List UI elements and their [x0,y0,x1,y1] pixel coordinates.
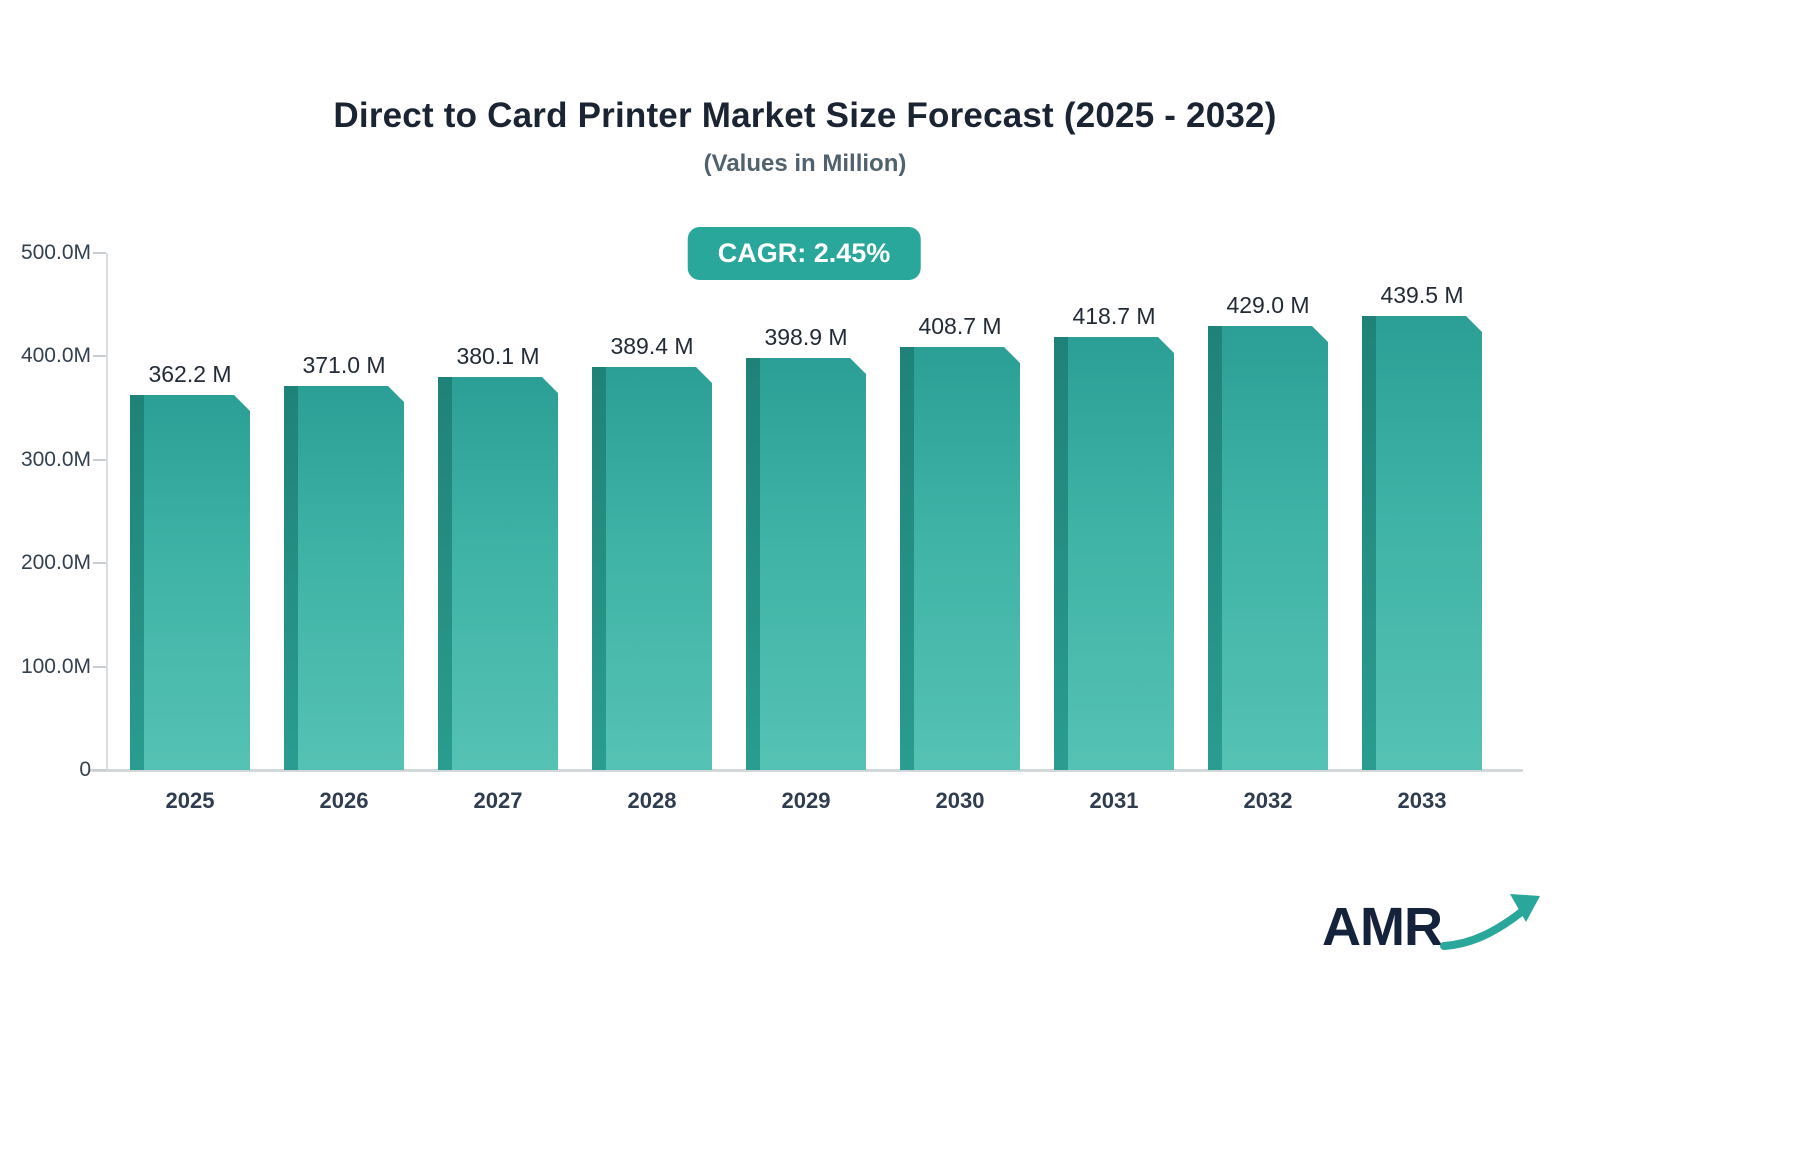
x-tick-label: 2029 [781,788,831,813]
bar-front-face [298,386,404,770]
y-tick-mark [93,769,106,771]
bar-front-face [1376,316,1482,770]
bar-side-face [1362,316,1376,770]
bar: 371.0 M [284,352,404,770]
bar-side-face [592,367,606,770]
bar-front-face [1222,326,1328,770]
bar-value-label: 398.9 M [764,324,848,350]
bar: 389.4 M [592,333,712,770]
bar-value-label: 408.7 M [918,313,1002,339]
amr-logo-text: AMR [1322,897,1443,957]
logo-arrow-icon [1440,894,1540,950]
bar-value-label: 429.0 M [1226,292,1310,318]
y-tick-mark [93,355,106,358]
y-tick-label: 200.0M [20,551,91,575]
bar: 398.9 M [746,324,866,770]
x-tick-label: 2030 [935,788,985,813]
bar-side-face [1054,337,1068,770]
bar: 362.2 M [130,361,250,770]
cagr-badge: CAGR: 2.45% [687,227,921,280]
x-tick-label: 2028 [627,788,677,813]
bar-value-label: 418.7 M [1072,303,1156,329]
bar-side-face [130,395,144,770]
x-tick-label: 2032 [1243,788,1293,813]
bar-front-face [1068,337,1174,770]
bar: 429.0 M [1208,292,1328,770]
bar-side-face [900,347,914,770]
y-tick-label: 100.0M [20,654,91,678]
bar-side-face [284,386,298,770]
bar: 408.7 M [900,313,1020,770]
bar-value-label: 389.4 M [610,333,694,359]
amr-logo: AMR [1322,894,1540,966]
x-tick-label: 2027 [473,788,523,813]
chart-subtitle: (Values in Million) [703,150,907,177]
bar-value-label: 380.1 M [456,343,540,369]
bars-container: 362.2 M 371.0 M 380.1 M 389.4 M 398.9 M 408.7… [113,253,1533,770]
bar-value-label: 371.0 M [302,352,386,378]
x-tick-label: 2025 [165,788,215,813]
bar: 418.7 M [1054,303,1174,770]
bar-value-label: 439.5 M [1380,282,1464,308]
x-tick-label: 2031 [1089,788,1139,813]
y-tick-mark [93,458,106,461]
y-tick-label: 300.0M [20,447,91,471]
y-tick-label: 400.0M [20,344,91,368]
bar: 380.1 M [438,343,558,770]
bar-front-face [914,347,1020,770]
x-axis-line [90,769,1523,772]
bar-front-face [144,395,250,770]
y-axis-line [106,253,108,771]
bar-front-face [760,358,866,770]
x-tick-label: 2033 [1397,788,1447,813]
y-axis: 500.0M 400.0M 300.0M 200.0M 100.0M 0 [21,241,1533,781]
bar-front-face [452,377,558,770]
chart-title: Direct to Card Printer Market Size Forec… [333,96,1277,135]
y-tick-mark [93,252,106,254]
bar-side-face [438,377,452,770]
bar: 439.5 M [1362,282,1482,770]
y-tick-mark [93,562,106,565]
y-tick-mark [93,665,106,668]
bar-side-face [746,358,760,770]
x-tick-label: 2026 [319,788,369,813]
x-axis: 2025 2026 2027 2028 2029 2030 2031 2032 2033 [113,253,1533,813]
bar-side-face [1208,326,1222,770]
y-tick-label: 0 [79,758,91,781]
bar-value-label: 362.2 M [148,361,232,387]
bar-front-face [606,367,712,770]
y-tick-label: 500.0M [20,241,91,264]
